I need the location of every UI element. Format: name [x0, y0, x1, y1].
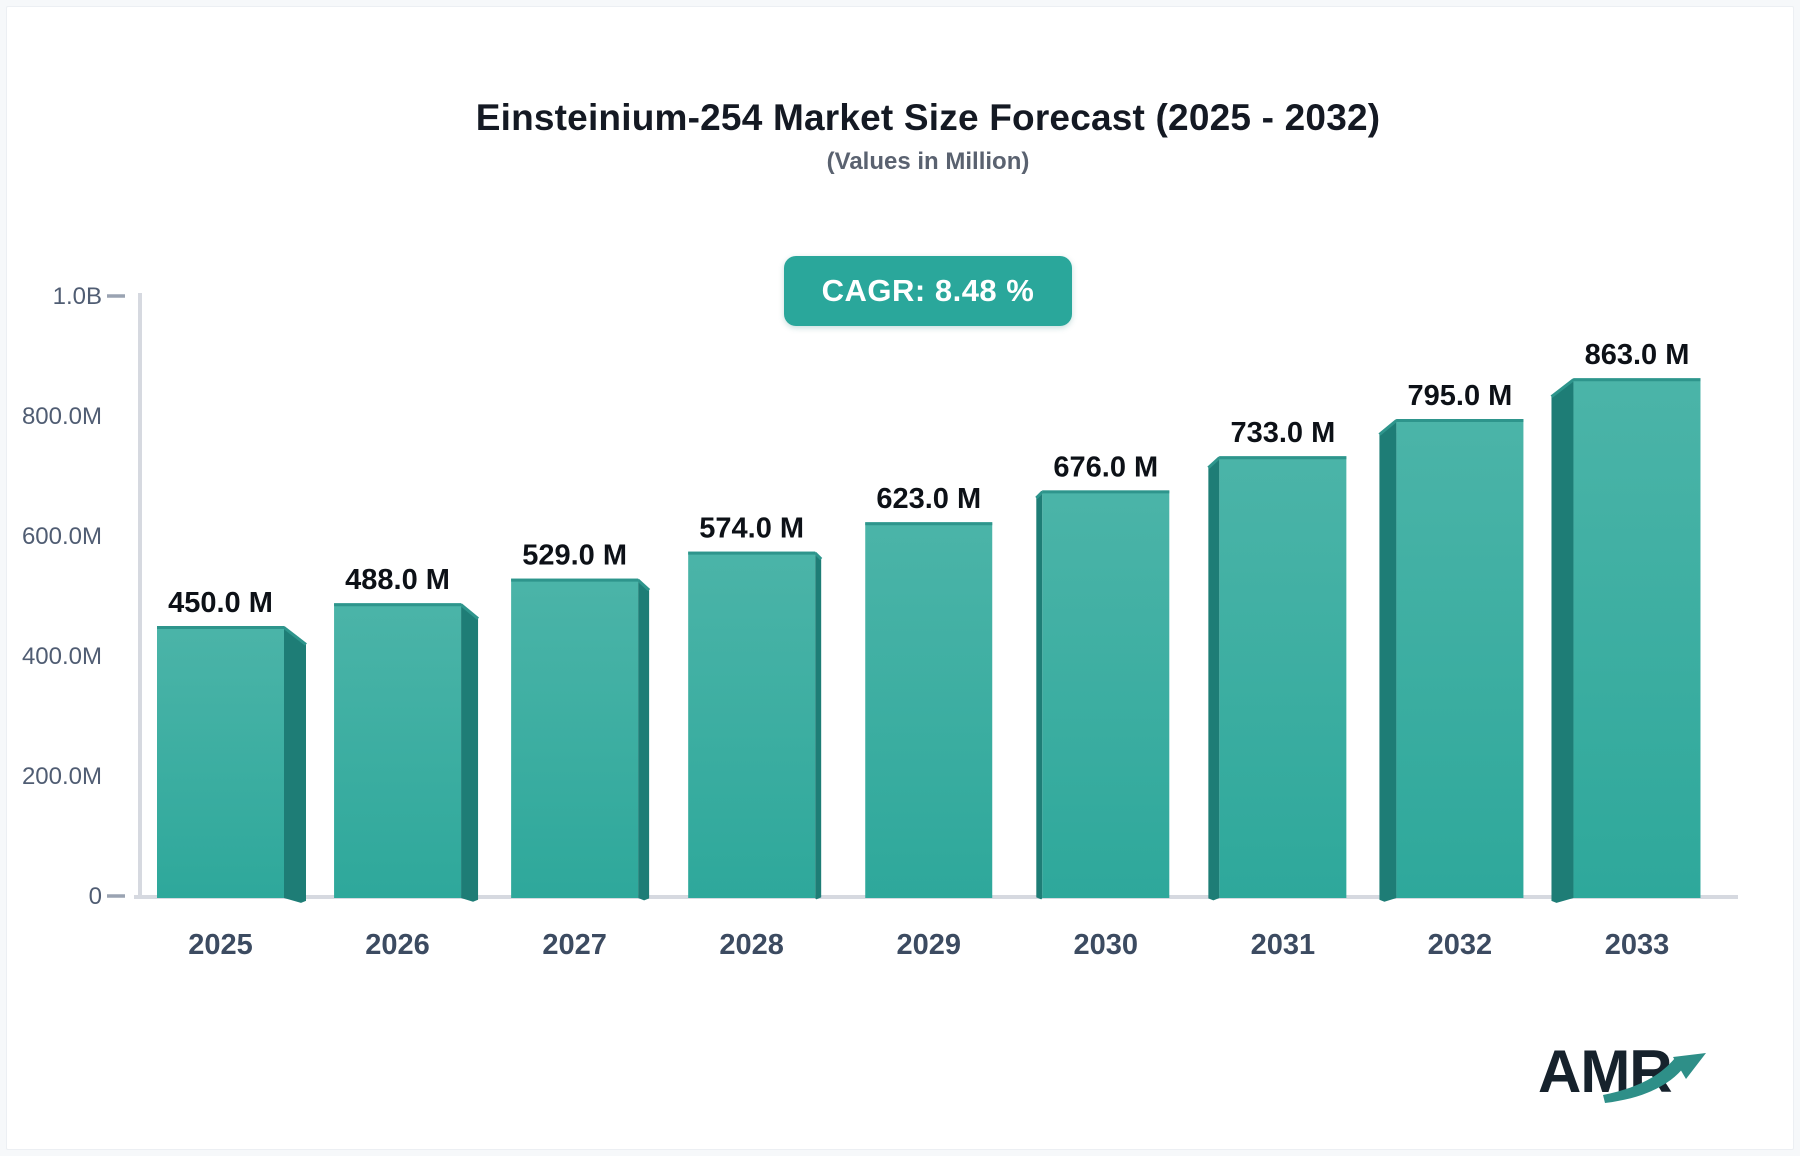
bar-side-top-edge	[283, 626, 307, 646]
bar-2029[interactable]: 623.0 M	[865, 483, 993, 898]
bar-side-face	[638, 578, 650, 901]
market-size-bar-chart: 1.0B 800.0M 600.0M 400.0M 200.0M 0 450.0 M 2025…	[22, 283, 1738, 961]
bar-side-top-edge	[460, 603, 480, 620]
bar-value-label: 574.0 M	[699, 513, 804, 545]
growth-arrow-icon	[1603, 1053, 1706, 1103]
bar-2031[interactable]: 733.0 M	[1207, 417, 1347, 901]
bar-side-face	[815, 551, 822, 900]
amr-logo: AMR	[1538, 1038, 1706, 1105]
page-title: Einsteinium-254 Market Size Forecast (20…	[475, 97, 1381, 138]
bar-side-top-edge	[1207, 456, 1221, 469]
bar-side-top-edge	[1550, 378, 1575, 398]
bar-front-face	[157, 626, 284, 898]
x-axis-label-2031: 2031	[1251, 929, 1316, 961]
bar-value-label: 450.0 M	[168, 587, 273, 619]
bar-side-face	[1036, 490, 1043, 900]
x-axis-label-2025: 2025	[188, 929, 253, 961]
x-axis-label-2030: 2030	[1074, 929, 1139, 961]
y-axis-label-0: 0	[89, 883, 102, 910]
bar-front-face	[1042, 490, 1170, 898]
y-axis-label-400.0M: 400.0M	[22, 643, 102, 670]
bar-side-top-edge	[1035, 490, 1044, 499]
bar-front-face	[1573, 378, 1701, 898]
bar-side-top-edge	[814, 552, 823, 561]
bar-value-label: 488.0 M	[345, 564, 450, 596]
bar-value-label: 623.0 M	[876, 483, 981, 515]
bar-2032[interactable]: 795.0 M	[1378, 380, 1524, 902]
bar-2033[interactable]: 863.0 M	[1550, 339, 1701, 903]
bar-front-face	[1219, 456, 1347, 898]
bar-2026[interactable]: 488.0 M	[334, 564, 480, 902]
bar-side-top-edge	[637, 578, 651, 592]
bar-2025[interactable]: 450.0 M	[157, 587, 307, 903]
chart-header: Einsteinium-254 Market Size Forecast (20…	[140, 7, 1716, 177]
bar-front-face	[865, 522, 993, 898]
bar-2028[interactable]: 574.0 M	[688, 513, 823, 900]
bar-side-top-edge	[1378, 419, 1398, 436]
amr-logo-text: AMR	[1538, 1038, 1672, 1105]
bar-value-label: 676.0 M	[1053, 451, 1158, 483]
cagr-badge: CAGR: 8.48 %	[783, 256, 1073, 326]
x-axis-label-2033: 2033	[1605, 929, 1670, 961]
page-subtitle: (Values in Million)	[826, 148, 1030, 175]
x-axis-label-2027: 2027	[542, 929, 607, 961]
x-axis-label-2029: 2029	[896, 929, 961, 961]
bar-value-label: 733.0 M	[1230, 417, 1335, 449]
bar-front-face	[511, 578, 639, 898]
bar-side-face	[1551, 378, 1574, 903]
x-axis-label-2028: 2028	[719, 929, 784, 961]
y-axis-label-1.0B: 1.0B	[53, 283, 102, 310]
x-axis-label-2032: 2032	[1428, 929, 1493, 961]
y-axis-label-200.0M: 200.0M	[22, 763, 102, 790]
badge-row: CAGR: 8.48 %	[140, 256, 1716, 326]
bar-2027[interactable]: 529.0 M	[511, 540, 651, 901]
bar-value-label: 529.0 M	[522, 540, 627, 572]
y-axis-label-800.0M: 800.0M	[22, 403, 102, 430]
bar-front-face	[688, 551, 816, 898]
bar-side-face	[461, 603, 479, 902]
bar-2030[interactable]: 676.0 M	[1035, 451, 1170, 900]
bar-value-label: 795.0 M	[1408, 380, 1513, 412]
bar-side-face	[1208, 456, 1220, 901]
bar-front-face	[334, 603, 462, 898]
bar-side-face	[284, 626, 306, 903]
chart-card: Einsteinium-254 Market Size Forecast (20…	[6, 6, 1794, 1150]
x-axis-label-2026: 2026	[365, 929, 430, 961]
bar-side-face	[1379, 419, 1397, 902]
bar-value-label: 863.0 M	[1585, 339, 1690, 371]
y-axis-label-600.0M: 600.0M	[22, 523, 102, 550]
bar-front-face	[1396, 419, 1524, 898]
